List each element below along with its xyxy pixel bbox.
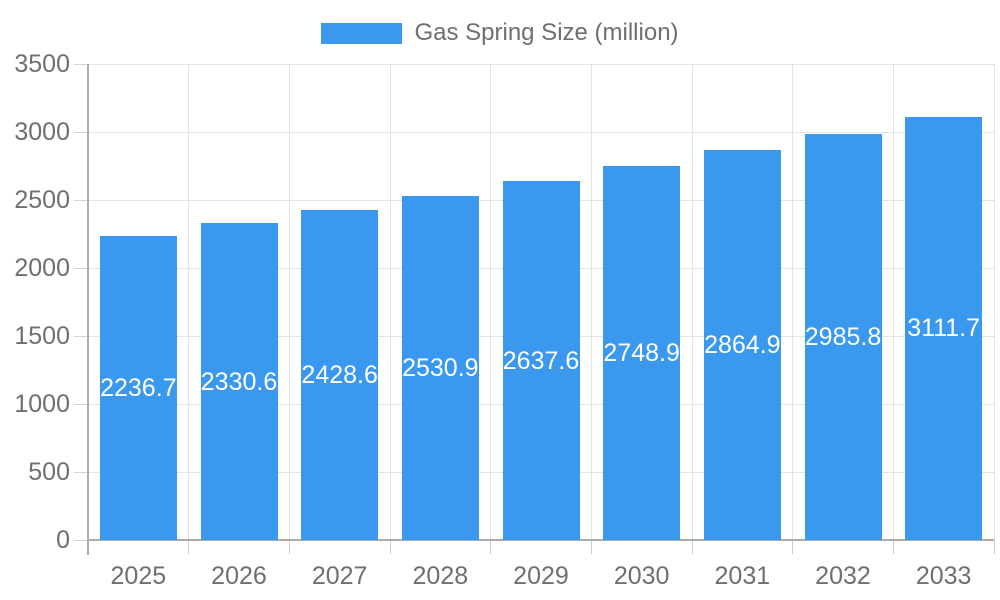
y-gridline [88, 63, 994, 65]
x-axis-tick [188, 540, 190, 554]
y-axis-line [87, 64, 89, 555]
y-axis-tick [74, 403, 88, 405]
bar-2027 [301, 209, 379, 540]
bar-2025 [99, 235, 177, 540]
bar-2028 [401, 195, 479, 540]
y-axis-tick-label: 0 [56, 526, 70, 554]
bar-value-label: 2748.9 [603, 339, 680, 368]
y-axis-tick [74, 267, 88, 269]
x-axis-tick [389, 540, 391, 554]
legend-swatch [321, 22, 403, 44]
x-gridline [691, 64, 693, 540]
x-gridline [490, 64, 492, 540]
x-axis-tick [691, 540, 693, 554]
legend-label: Gas Spring Size (million) [414, 19, 679, 46]
y-axis-tick [74, 199, 88, 201]
y-axis-tick-label: 3500 [14, 50, 70, 78]
bar-value-label: 2428.6 [301, 360, 378, 389]
bar-value-label: 2236.7 [100, 373, 177, 402]
y-axis-tick-label: 3000 [14, 118, 70, 146]
y-axis-tick-label: 2000 [14, 254, 70, 282]
x-gridline [288, 64, 290, 540]
y-axis-tick-label: 2500 [14, 186, 70, 214]
bar-2030 [603, 166, 681, 540]
x-axis-tick-label: 2029 [513, 562, 569, 590]
y-axis-tick [74, 539, 88, 541]
x-gridline [389, 64, 391, 540]
bar-2031 [703, 150, 781, 540]
x-gridline [993, 64, 995, 540]
x-gridline [590, 64, 592, 540]
y-axis-tick-label: 1500 [14, 322, 70, 350]
bar-2026 [200, 223, 278, 540]
x-axis-tick-label: 2026 [211, 562, 267, 590]
y-axis-tick-label: 500 [28, 458, 70, 486]
x-axis-tick-label: 2030 [613, 562, 670, 590]
x-axis-tick-label: 2028 [412, 562, 469, 590]
x-axis-tick [993, 540, 995, 554]
x-axis-tick-label: 2031 [714, 562, 771, 590]
x-axis-tick-label: 2032 [815, 562, 871, 590]
x-axis-line [88, 539, 994, 541]
x-axis-tick [892, 540, 894, 554]
y-axis-tick [74, 335, 88, 337]
legend-item[interactable]: Gas Spring Size (million) [0, 19, 1000, 46]
x-axis-tick-label: 2027 [311, 562, 368, 590]
x-axis-tick [792, 540, 794, 554]
bar-value-label: 2330.6 [200, 367, 278, 396]
bar-2033 [905, 116, 983, 540]
bar-2032 [804, 133, 882, 540]
y-axis-tick [74, 63, 88, 65]
bar-value-label: 2637.6 [502, 346, 580, 375]
bar-value-label: 2864.9 [704, 331, 781, 360]
bar-2029 [502, 181, 580, 540]
x-gridline [188, 64, 190, 540]
y-gridline [88, 131, 994, 133]
x-axis-tick [490, 540, 492, 554]
bar-value-label: 2985.8 [804, 322, 882, 351]
bar-value-label: 3111.7 [907, 314, 981, 343]
bar-value-label: 2530.9 [402, 353, 479, 382]
x-axis-tick [590, 540, 592, 554]
y-axis-tick-label: 1000 [14, 390, 70, 418]
x-gridline [792, 64, 794, 540]
y-axis-tick [74, 471, 88, 473]
y-axis-tick [74, 131, 88, 133]
x-gridline [892, 64, 894, 540]
x-axis-tick-label: 2033 [915, 562, 972, 590]
x-axis-tick [288, 540, 290, 554]
x-axis-tick-label: 2025 [110, 562, 167, 590]
